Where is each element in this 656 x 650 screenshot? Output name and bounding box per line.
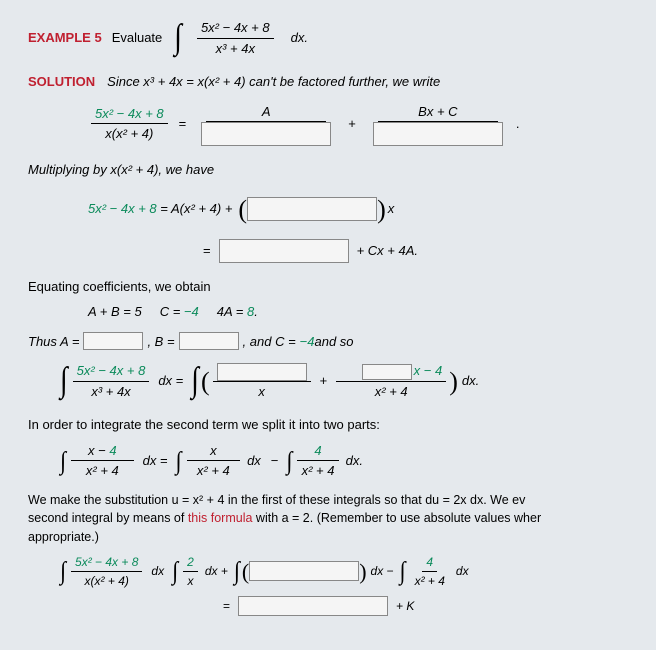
sp1: xxx − 4xx x² + 4 [71,441,134,481]
ab5: A + B = 5 [88,302,142,322]
blank-a[interactable] [83,332,143,350]
sp2: xxxxxxx x² + 4 [187,441,241,481]
bxc-label: Bx + C [378,102,498,123]
evaluate-word: Evaluate [112,28,163,48]
int2: ∫ [191,364,199,399]
plus2: + [320,371,328,391]
blank-num2[interactable] [362,364,412,380]
integrand-den: x³ + 4x [212,39,259,59]
dxp: dx + [205,562,228,580]
this-formula-link[interactable]: this formula [188,511,253,525]
int9: ∫ [400,559,406,584]
term1: x [213,361,311,401]
sub-p2: second integral by means of this formula… [28,509,628,528]
sub-p1: We make the substitution u = x² + 4 in t… [28,491,628,510]
blank-answer[interactable] [238,596,388,616]
thus-line: Thus A = , B = , and C = −4 and so [28,332,628,352]
rp3: ) [359,555,366,588]
pf-a: A [197,102,335,147]
dx-eq: dx = [158,371,183,391]
and-so: and so [315,332,354,352]
dx3: dx. [462,371,479,391]
4a8: 4A = 8. [217,302,258,322]
equating-line: Equating coefficients, we obtain [28,277,628,297]
dx7: dx [151,562,164,580]
comma-b: , B = [147,332,174,352]
pf-bxc: Bx + C [369,102,507,147]
header-integrand: 5x² − 4x + 8 x³ + 4x [197,18,274,58]
A-label: A [206,102,326,123]
blank-b[interactable] [179,332,239,350]
mult-eq1: 5x² − 4x + 8 = A(x² + 4) + ( ) x [88,190,628,229]
integral-sign: ∫ [174,21,182,56]
term2: x − 4 x² + 4 [336,361,446,401]
example-header: EXAMPLE 5 Evaluate ∫ 5x² − 4x + 8 x³ + 4… [28,18,628,58]
plus: + [348,114,356,134]
minus: − [271,451,279,471]
int7: ∫ [172,559,178,584]
rp2: ) [449,362,458,401]
pf-lhs: 5x² − 4x + 8 x(x² + 4) [91,104,168,144]
mult-line: Multiplying by x(x² + 4), we have [28,160,628,180]
equating-eqs: A + B = 5 C = −4 4A = 8. [88,302,628,322]
trailing-x: x [388,199,395,219]
sub-p3: appropriate.) [28,528,628,547]
solution-label: SOLUTION [28,72,95,92]
cx4a: + Cx + 4A. [357,241,418,261]
integrand-num: 5x² − 4x + 8 [197,18,274,39]
blank-denom-b[interactable] [373,122,503,146]
blank-final[interactable] [249,561,359,581]
final-line2: = + K [223,596,628,616]
fl-4: 4 x² + 4 [411,553,449,590]
int6: ∫ [60,559,66,584]
plus-k: + K [396,597,414,615]
eq: = [179,114,187,134]
eq2: = [203,241,211,261]
final-line: ∫ 5x² − 4x + 8 x(x² + 4) dx ∫ 2 x dx + ∫… [58,553,628,590]
lp2: ( [201,362,210,401]
and-c: , and C = [243,332,296,352]
int4: ∫ [176,448,182,473]
rparen: ) [377,190,386,229]
fl-lhs: 5x² − 4x + 8 x(x² + 4) [71,553,142,590]
split-line: In order to integrate the second term we… [28,415,628,435]
split-eq: ∫ xxx − 4xx x² + 4 dx = ∫ xxxxxxx x² + 4… [58,441,628,481]
blank-num1[interactable] [217,363,307,381]
dxe: dx [456,562,469,580]
thus-a: Thus A = [28,332,79,352]
mult-eq2: = + Cx + 4A. [203,239,628,263]
partial-fraction-setup: 5x² − 4x + 8 x(x² + 4) = A + Bx + C . [88,102,628,147]
example-label: EXAMPLE 5 [28,28,102,48]
dx5: dx [247,451,261,471]
fl-2x: 2 x [183,553,198,590]
neg4a: −4 [184,304,199,319]
blank-bx[interactable] [247,197,377,221]
pf-lhs-den: x(x² + 4) [101,124,157,144]
int5: ∫ [286,448,292,473]
dx6: dx. [346,451,363,471]
lparen: ( [238,190,247,229]
sp3: xx4xx x² + 4 [297,441,338,481]
int8: ∫ [234,559,240,584]
int-lhs: 5x² − 4x + 8 x³ + 4x [73,361,150,401]
dx: dx. [291,28,308,48]
dx4: dx = [143,451,168,471]
neg4b: −4 [300,332,315,352]
pf-lhs-num: 5x² − 4x + 8 [91,104,168,125]
blank-denom-a[interactable] [201,122,331,146]
solution-since: Since x³ + 4x = x(x² + 4) can't be facto… [107,72,440,92]
lp3: ( [242,555,249,588]
period: . [516,114,520,134]
mult-lhs: 5x² − 4x + 8 = A(x² + 4) + [88,199,232,219]
int1: ∫ [60,364,68,399]
c-eq: C = [160,304,184,319]
eq-final: = [223,597,230,615]
dxm: dx − [371,562,394,580]
solution-line: SOLUTION Since x³ + 4x = x(x² + 4) can't… [28,72,628,92]
integral-equality: ∫ 5x² − 4x + 8 x³ + 4x dx = ∫ ( x + x − … [58,361,628,401]
int3: ∫ [60,448,66,473]
blank-ax2[interactable] [219,239,349,263]
